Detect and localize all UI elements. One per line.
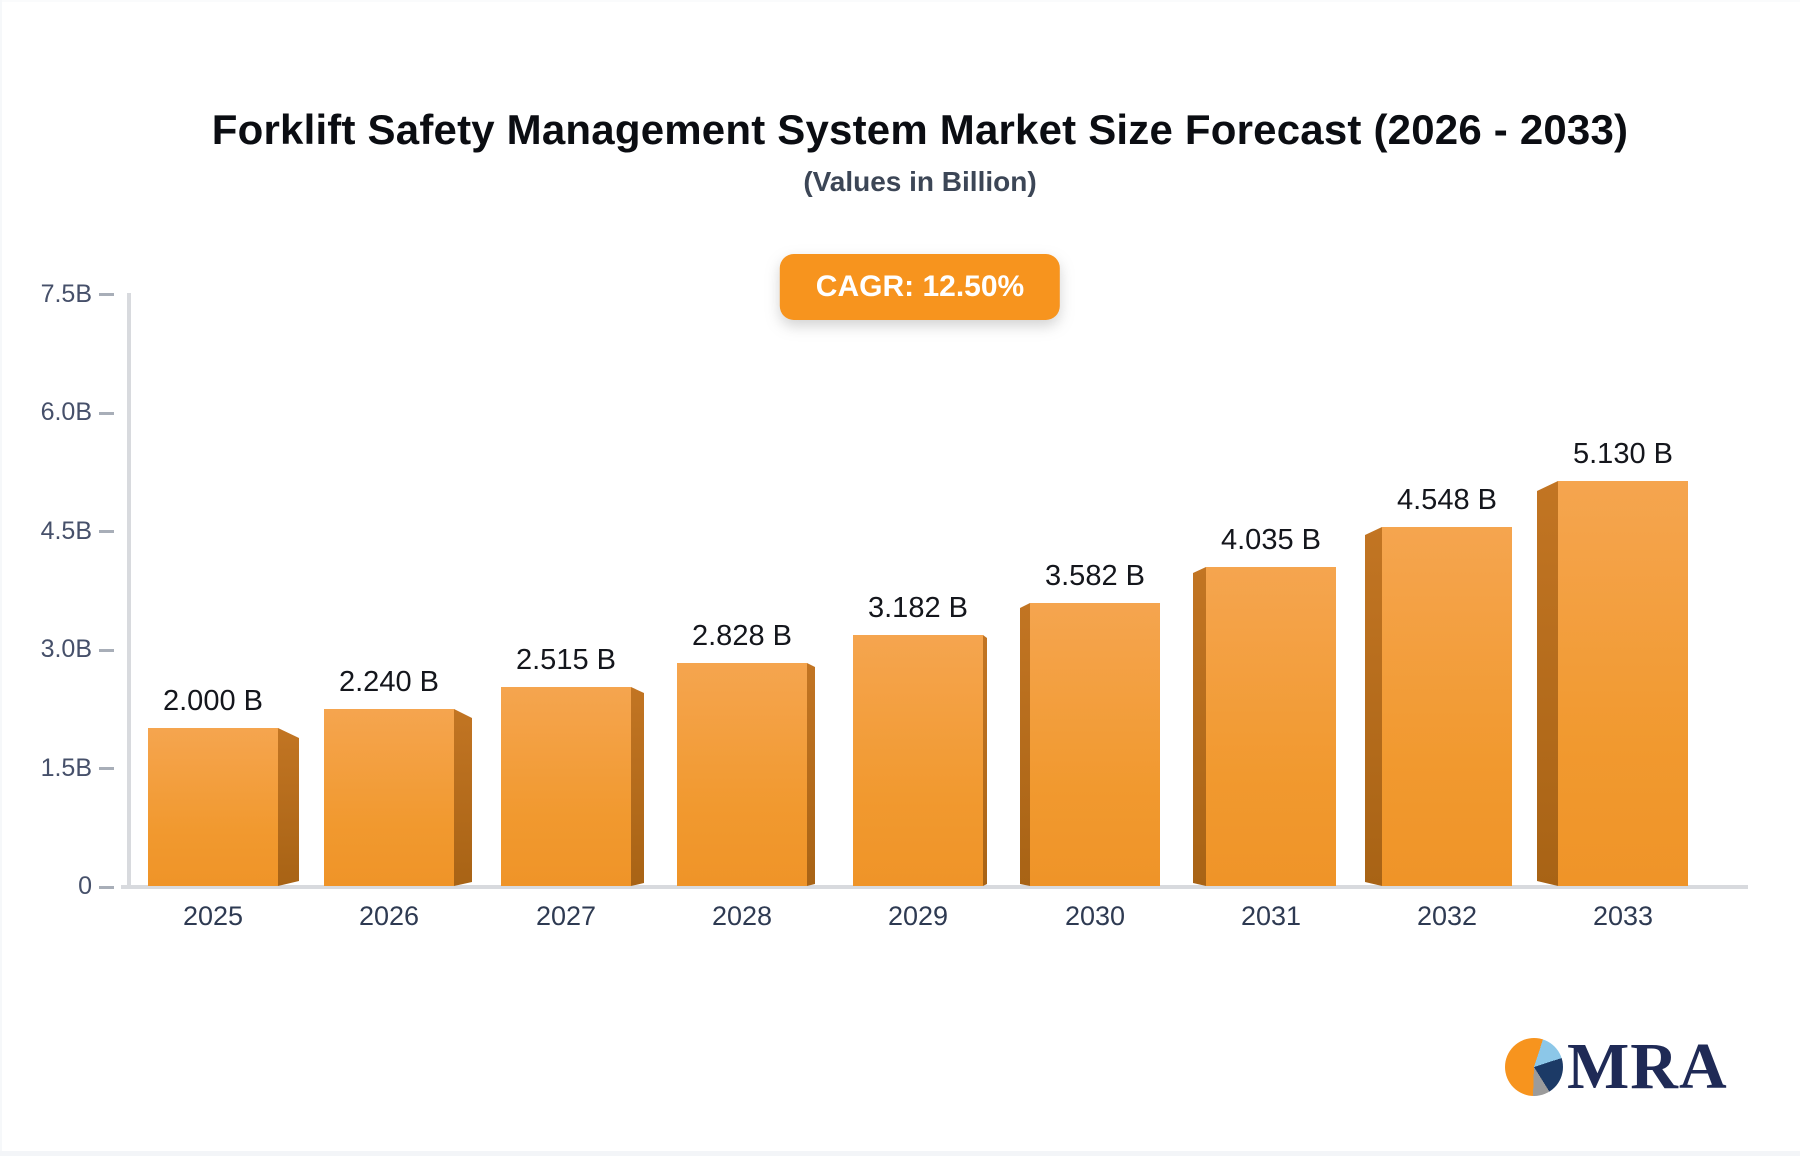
bar-value-label: 2.828 B [692,620,792,652]
chart-subtitle: (Values in Billion) [803,166,1037,197]
pie-chart-logo-icon [1505,1038,1563,1096]
x-axis-label: 2032 [1416,901,1478,931]
bar-value-label: 4.548 B [1397,484,1497,516]
y-axis-label: 7.5B [40,279,92,308]
x-axis-label: 2030 [1064,901,1126,931]
y-axis-tick [99,530,114,533]
y-axis-label: 1.5B [40,753,92,782]
bar-value-label: 3.182 B [868,592,968,624]
x-axis-label: 2031 [1240,901,1302,931]
brand-logo: MRA [1505,1030,1728,1103]
y-axis-tick [99,767,114,770]
y-axis-tick [99,648,114,652]
bar-2028 [677,663,807,886]
x-axis-label: 2025 [182,901,244,931]
bar-side-3d [631,687,644,886]
bar-side-3d [1537,481,1558,886]
bar-side-3d [454,709,472,886]
bar-side-3d [1365,527,1382,886]
y-axis-line [127,293,131,887]
bar-2031 [1206,567,1336,886]
bar-value-label: 2.515 B [516,644,616,676]
x-axis-label: 2028 [711,901,773,931]
bar-2027 [501,687,631,886]
bar-value-label: 2.240 B [339,666,439,698]
x-axis-label: 2029 [887,901,949,931]
x-axis-label: 2033 [1592,901,1654,931]
cagr-badge: CAGR: 12.50% [779,254,1061,320]
bar-2030 [1030,603,1160,886]
y-axis-label: 0 [78,872,92,900]
bar-2026 [324,709,454,886]
y-axis-tick [99,885,114,889]
bar-value-label: 2.000 B [163,685,263,717]
bar-side-3d [278,728,299,886]
x-axis-label: 2027 [535,901,597,931]
bar-2029 [853,635,983,886]
y-axis-tick [99,293,114,296]
bar-2032 [1382,527,1512,886]
chart-title: Forklift Safety Management System Market… [211,106,1629,153]
y-axis-label: 3.0B [40,635,92,663]
bar-value-label: 4.035 B [1221,524,1321,556]
bar-side-3d [1193,567,1206,886]
bar-2025 [148,728,278,886]
y-axis-label: 4.5B [40,516,92,545]
bar-value-label: 5.130 B [1573,438,1673,470]
brand-logo-text: MRA [1567,1030,1728,1103]
x-axis-label: 2026 [358,901,420,931]
y-axis-label: 6.0B [40,398,92,426]
bar-value-label: 3.582 B [1045,560,1145,592]
y-axis-tick [99,411,114,415]
bar-side-3d [807,663,815,886]
x-axis-line [121,885,1748,889]
bar-2033 [1558,481,1688,886]
bar-side-3d [1020,603,1030,886]
bar-side-3d [983,635,987,886]
